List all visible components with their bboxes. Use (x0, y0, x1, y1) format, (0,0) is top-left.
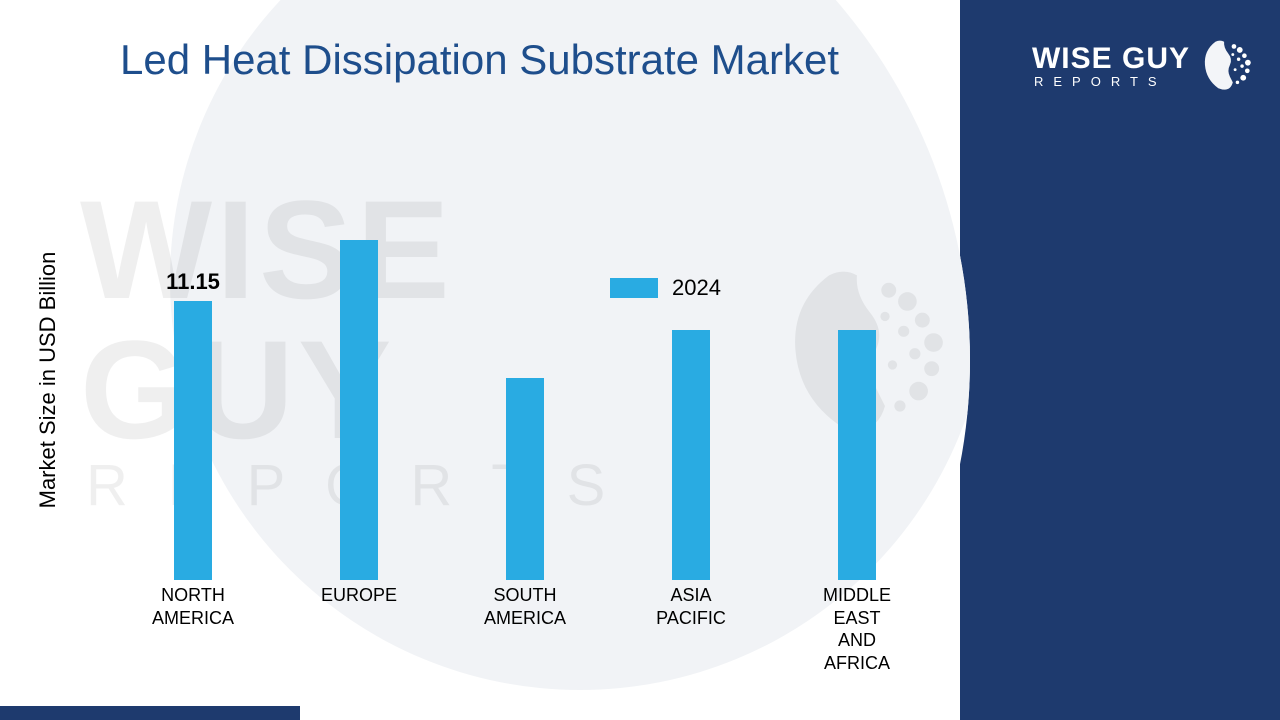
bar (340, 240, 378, 580)
brand-head-icon (1198, 36, 1256, 94)
x-axis-label: EUROPE (284, 584, 434, 674)
x-axis-label: NORTH AMERICA (118, 584, 268, 674)
bar-column (450, 378, 600, 581)
bar (174, 301, 212, 580)
bar (838, 330, 876, 580)
x-axis-labels: NORTH AMERICAEUROPESOUTH AMERICAASIA PAC… (110, 584, 940, 674)
chart-area: Led Heat Dissipation Substrate Market Ma… (0, 0, 1000, 720)
bar-column (284, 240, 434, 580)
legend: 2024 (610, 275, 721, 301)
y-axis-label: Market Size in USD Billion (35, 252, 61, 509)
legend-label: 2024 (672, 275, 721, 301)
brand-logo-main: WISE GUY (1032, 42, 1190, 76)
bars-container: 11.15 (110, 180, 940, 580)
legend-swatch (610, 278, 658, 298)
page: WISE GUY REPORTS WISE GUY REPORTS (0, 0, 1280, 720)
bar (506, 378, 544, 581)
x-axis-label: ASIA PACIFIC (616, 584, 766, 674)
bar-column: 11.15 (118, 301, 268, 580)
brand-logo-text: WISE GUY REPORTS (1032, 42, 1190, 89)
x-axis-label: MIDDLE EAST AND AFRICA (782, 584, 932, 674)
bar (672, 330, 710, 580)
brand-logo: WISE GUY REPORTS (1032, 36, 1256, 94)
chart-title: Led Heat Dissipation Substrate Market (120, 36, 840, 84)
brand-logo-sub: REPORTS (1032, 74, 1167, 89)
footer-accent-bar (0, 706, 300, 720)
bar-value-label: 11.15 (166, 269, 220, 295)
bar-column (782, 330, 932, 580)
bar-column (616, 330, 766, 580)
brand-band (960, 0, 1280, 720)
x-axis-label: SOUTH AMERICA (450, 584, 600, 674)
plot-area: 11.15 (110, 180, 940, 580)
y-axis-label-wrap: Market Size in USD Billion (48, 180, 76, 580)
